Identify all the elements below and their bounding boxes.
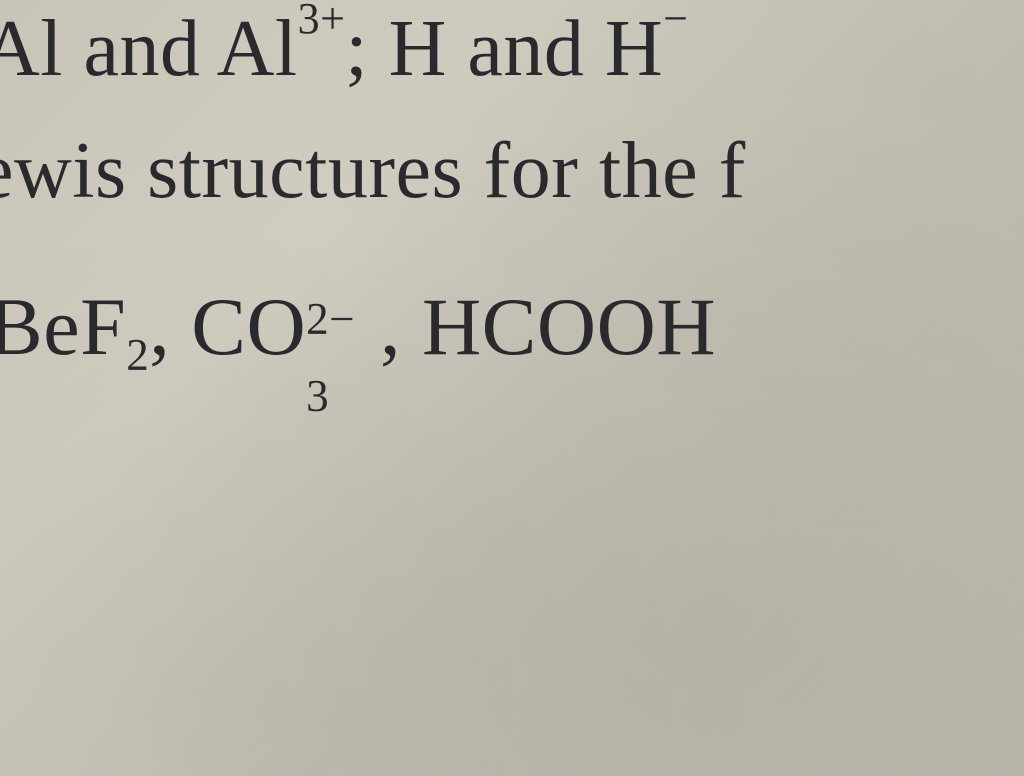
- subscript: 3: [306, 370, 329, 422]
- superscript: 3+: [298, 0, 346, 43]
- text-fragment: Al and Al: [0, 5, 298, 93]
- text-line-3: BeF2, CO32−, HCOOH: [0, 280, 716, 374]
- text-fragment: ewis structures for the f: [0, 127, 746, 215]
- text-line-1: Al and Al3+; H and H−: [0, 4, 689, 95]
- text-fragment: ; H and H: [345, 5, 663, 93]
- superscript: −: [663, 0, 688, 43]
- text-fragment: , HCOOH: [380, 281, 716, 372]
- superscript: 2−: [306, 293, 355, 345]
- scanned-text-page: Al and Al3+; H and H− ewis structures fo…: [0, 0, 1024, 776]
- subscript: 2: [126, 330, 149, 380]
- text-fragment: BeF: [0, 281, 126, 372]
- text-fragment: , CO: [149, 281, 306, 372]
- text-line-2: ewis structures for the f: [0, 126, 746, 217]
